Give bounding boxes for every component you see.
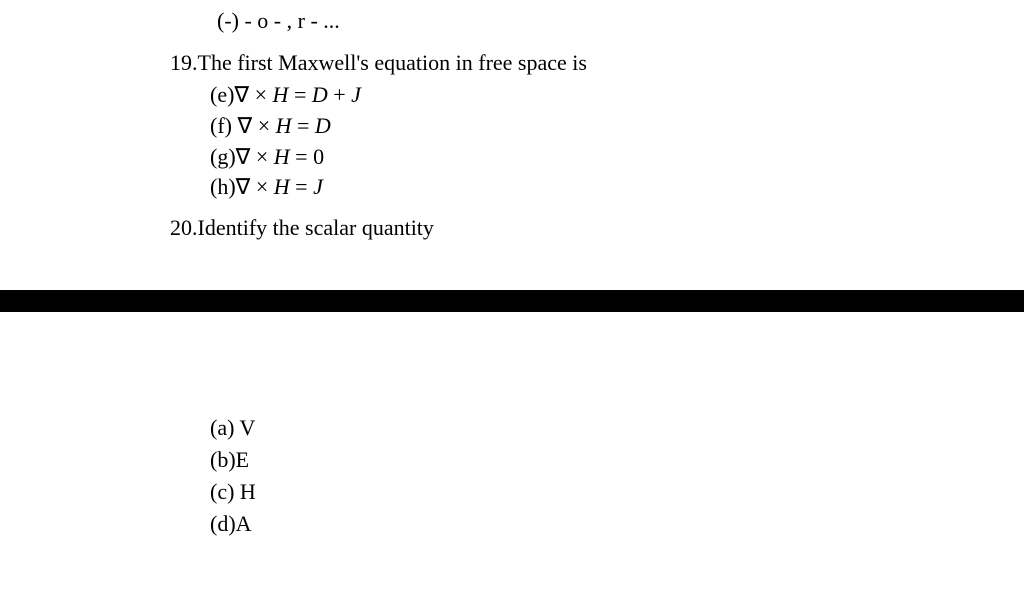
q20-option-d: (d)A <box>210 508 256 540</box>
q20-option-b: (b)E <box>210 444 256 476</box>
option-label: (b) <box>210 447 236 472</box>
option-label: (a) <box>210 415 234 440</box>
nabla-symbol: ∇ × <box>234 82 272 107</box>
q19-heading: 19.The first Maxwell's equation in free … <box>170 50 587 76</box>
equals-zero: = 0 <box>290 144 324 169</box>
section-divider <box>0 290 1024 312</box>
q19-number: 19. <box>170 50 198 75</box>
option-value: A <box>236 511 252 536</box>
fragment-text: (-) - o - , r - ... <box>217 8 340 34</box>
q19-options: (e)∇ × H = D + J (f) ∇ × H = D (g)∇ × H … <box>210 80 587 203</box>
plus: + <box>328 82 351 107</box>
option-value: H <box>234 479 255 504</box>
option-label: (e) <box>210 82 234 107</box>
nabla-symbol: ∇ × <box>236 174 274 199</box>
q19-option-g: (g)∇ × H = 0 <box>210 142 587 173</box>
bottom-section: (a) V (b)E (c) H (d)A <box>0 312 1024 595</box>
nabla-symbol: ∇ × <box>232 113 276 138</box>
option-value: V <box>234 415 255 440</box>
option-label: (c) <box>210 479 234 504</box>
var-d: D <box>312 82 328 107</box>
q20-number: 20. <box>170 215 198 240</box>
var-h: H <box>274 174 290 199</box>
q19-option-e: (e)∇ × H = D + J <box>210 80 587 111</box>
option-label: (h) <box>210 174 236 199</box>
q19-option-f: (f) ∇ × H = D <box>210 111 587 142</box>
equals: = <box>292 113 315 138</box>
q19-title-text: The first Maxwell's equation in free spa… <box>198 50 587 75</box>
q20-option-c: (c) H <box>210 476 256 508</box>
option-value: E <box>236 447 249 472</box>
q20-option-a: (a) V <box>210 412 256 444</box>
option-label: (d) <box>210 511 236 536</box>
var-j: J <box>351 82 361 107</box>
question-20: 20.Identify the scalar quantity <box>170 215 434 241</box>
var-h: H <box>274 144 290 169</box>
nabla-symbol: ∇ × <box>236 144 274 169</box>
q19-option-h: (h)∇ × H = J <box>210 172 587 203</box>
var-h: H <box>273 82 289 107</box>
q20-title-text: Identify the scalar quantity <box>198 215 434 240</box>
var-d: D <box>315 113 331 138</box>
var-j: J <box>313 174 323 199</box>
option-label: (g) <box>210 144 236 169</box>
q20-heading: 20.Identify the scalar quantity <box>170 215 434 241</box>
var-h: H <box>276 113 292 138</box>
equals: = <box>290 174 313 199</box>
option-label: (f) <box>210 113 232 138</box>
equals: = <box>288 82 311 107</box>
question-19: 19.The first Maxwell's equation in free … <box>170 50 587 203</box>
q20-options: (a) V (b)E (c) H (d)A <box>210 412 256 540</box>
